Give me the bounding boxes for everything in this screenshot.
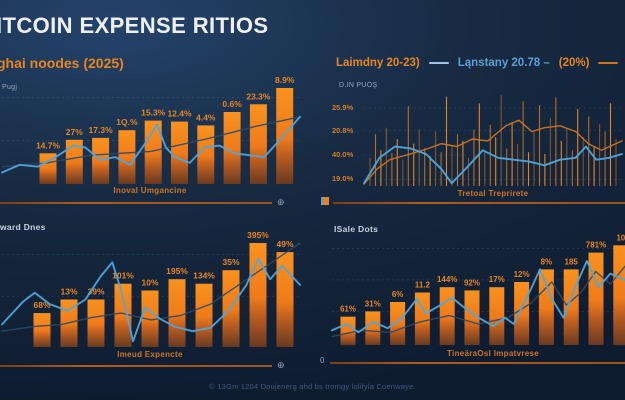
svg-text:12%: 12% — [514, 270, 530, 279]
svg-text:17.3%: 17.3% — [89, 125, 114, 135]
svg-text:61%: 61% — [340, 305, 356, 314]
svg-text:17%: 17% — [489, 275, 505, 284]
chart-bottom-left-title: ward Dnes — [0, 222, 46, 232]
svg-text:23.3%: 23.3% — [246, 91, 271, 101]
svg-text:195%: 195% — [166, 266, 188, 276]
svg-text:8%: 8% — [541, 257, 553, 266]
axis-zero-label: 0 — [320, 356, 325, 365]
ytick-4: 19.0% — [332, 174, 354, 183]
svg-text:14.7%: 14.7% — [36, 140, 61, 150]
chart-top-right — [363, 94, 623, 186]
footer-credit: © 13Gm 1204 Doujenerg ahd bs tromgy loli… — [209, 382, 416, 391]
chart-bottom-left: 68% 13% 39% 101% 10% 195% 134% 35% 395% 49% — [1, 230, 301, 347]
page-subtitle: ghai noodes (2025) — [0, 55, 124, 71]
divider-end-icon-2: ⊕ — [277, 360, 285, 370]
svg-text:395%: 395% — [247, 230, 269, 240]
legend-item-laimdny: Laimdny 20-23) — [336, 57, 420, 69]
svg-text:185: 185 — [565, 257, 579, 266]
underline-right-bottom — [330, 362, 625, 364]
ytick-2: 20.8% — [332, 126, 354, 135]
svg-text:101%: 101% — [112, 271, 134, 281]
svg-text:144%: 144% — [437, 275, 457, 284]
legend-dash-blue-icon — [428, 61, 449, 65]
svg-text:92%: 92% — [464, 278, 480, 287]
legend-item-20pct: (20%) — [558, 57, 590, 69]
svg-text:4.4%: 4.4% — [196, 112, 216, 122]
legend-dash-orange-icon — [598, 61, 619, 65]
divider-right-top — [333, 202, 625, 204]
chart-top-left-xlabel: Inoval Umgancine — [113, 186, 187, 195]
svg-text:31%: 31% — [365, 299, 381, 308]
divider-left-bottom — [0, 365, 272, 367]
svg-text:134%: 134% — [193, 271, 215, 281]
svg-text:1Q.%: 1Q.% — [116, 117, 138, 127]
svg-text:781%: 781% — [586, 241, 606, 250]
divider-start-icon — [321, 197, 329, 205]
chart-bottom-right: 61% 31% 6% 11.2 144% 92% 17% 12% 8% 185 781% 10 — [331, 233, 625, 346]
ytick-3: 40.0% — [332, 150, 354, 159]
legend: Laimdny 20-23) Ląnstany 20.78 – (20%) ~s… — [336, 57, 625, 69]
svg-text:39%: 39% — [87, 287, 104, 297]
svg-text:10%: 10% — [141, 278, 158, 288]
chart-top-left-corner-label: Pugj — [2, 84, 18, 91]
svg-text:6%: 6% — [392, 290, 404, 299]
svg-text:12.4%: 12.4% — [167, 109, 192, 119]
svg-text:49%: 49% — [276, 239, 293, 249]
chart-top-left: 14.7% 27% 17.3%1Q.%15.3% 12.4% 4.4% 0.6% 23.3%… — [1, 75, 301, 184]
svg-text:8.9%: 8.9% — [275, 75, 295, 85]
chart-bottom-right-xlabel: TineäraOsl Impatvrese — [447, 349, 539, 358]
svg-text:27%: 27% — [66, 127, 83, 137]
svg-text:11.2: 11.2 — [415, 281, 431, 290]
divider-left-top — [0, 202, 272, 204]
chart-top-right-xlabel: Tretoal Treprirete — [457, 189, 529, 198]
svg-text:0.6%: 0.6% — [222, 99, 242, 109]
page-title: ITCOIN EXPENSE RITIOS — [0, 13, 269, 38]
svg-text:15.3%: 15.3% — [141, 108, 166, 118]
chart-bottom-left-xlabel: Imeud Expencte — [117, 350, 183, 359]
svg-text:35%: 35% — [222, 257, 239, 267]
divider-end-icon: ⊕ — [277, 197, 285, 207]
svg-text:68%: 68% — [33, 300, 50, 310]
ytick-1: 25.9% — [332, 103, 354, 112]
chart-top-right-corner-label: D.IN PUOŞ — [339, 82, 378, 89]
svg-text:13%: 13% — [60, 287, 77, 297]
legend-item-lanstany: Ląnstany 20.78 – — [457, 57, 550, 69]
svg-text:10: 10 — [616, 233, 625, 242]
chart-bottom-right-title: ISale Dots — [334, 224, 379, 234]
